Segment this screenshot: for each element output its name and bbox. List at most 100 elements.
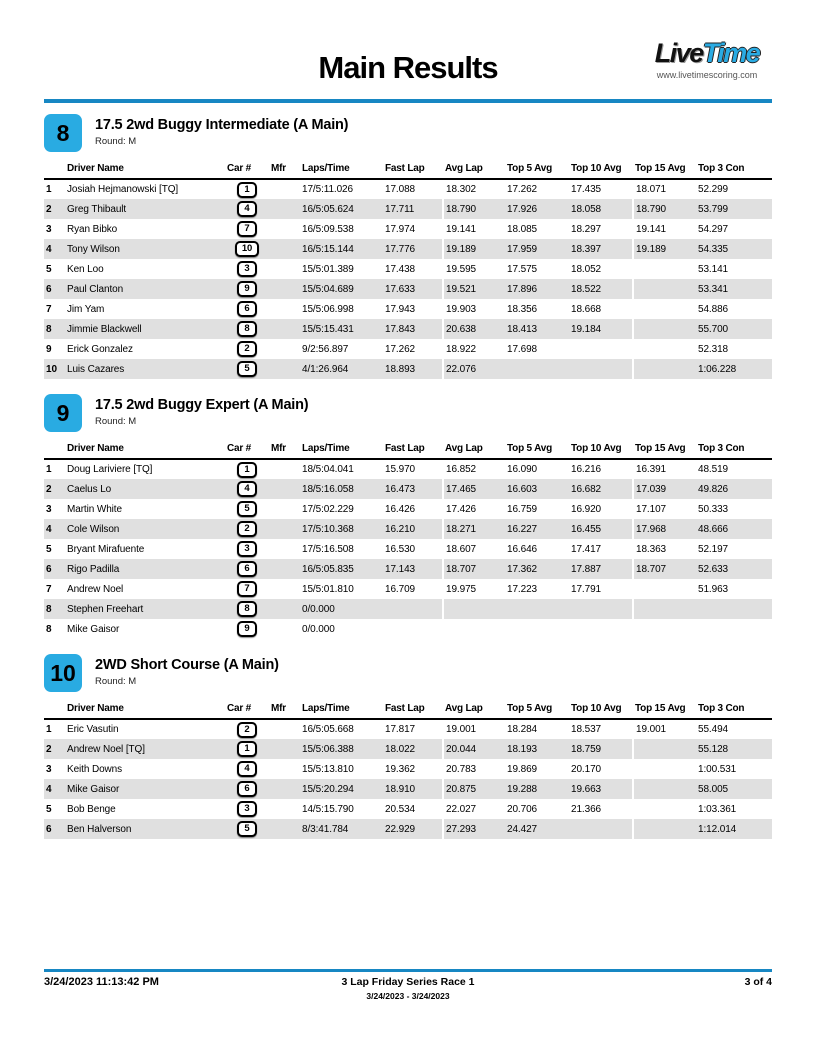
car-number-cell: 6	[225, 299, 269, 319]
avg-lap-cell	[442, 619, 505, 639]
footer-divider	[44, 969, 772, 972]
car-number-badge: 7	[237, 221, 257, 237]
car-number-cell: 4	[225, 759, 269, 779]
car-number-cell: 5	[225, 359, 269, 379]
car-number-cell: 4	[225, 199, 269, 219]
page-title: Main Results	[318, 50, 498, 85]
fast-lap-cell: 17.088	[385, 184, 415, 195]
column-header: Top 15 Avg	[633, 161, 696, 180]
top3-con-cell: 55.128	[696, 739, 772, 759]
top15-avg-cell	[632, 739, 696, 759]
mfr-cell	[269, 279, 300, 299]
result-row: 2 Greg Thibault 4 16/5:05.624 17.711 18.…	[44, 199, 772, 219]
top3-con-cell: 51.963	[698, 583, 728, 595]
result-row: 6 Paul Clanton 9 15/5:04.689 17.633 19.5…	[44, 279, 772, 299]
driver-name-cell: Ryan Bibko	[67, 223, 118, 235]
laps-time-cell: 15/5:04.689	[300, 279, 383, 299]
position-cell: 6	[44, 279, 65, 299]
top5-avg-cell	[505, 619, 569, 639]
car-number-cell: 2	[225, 719, 269, 739]
top10-avg-cell: 20.170	[571, 763, 601, 775]
column-header: Top 15 Avg	[633, 701, 696, 720]
car-number-badge: 4	[237, 201, 257, 217]
mfr-cell	[269, 339, 300, 359]
race-section: 10 2WD Short Course (A Main) Round: M Dr…	[44, 654, 772, 839]
laps-time-cell: 14/5:15.790	[302, 803, 354, 815]
laps-time-cell: 17/5:16.508	[302, 543, 354, 555]
top5-avg-cell: 17.698	[507, 343, 537, 355]
car-number-cell: 2	[225, 519, 269, 539]
top15-avg-cell	[632, 299, 696, 319]
fast-lap-cell: 18.022	[383, 739, 443, 759]
footer-date-range: 3/24/2023 - 3/24/2023	[366, 991, 450, 1001]
car-number-badge: 1	[237, 741, 257, 757]
column-header: Top 3 Con	[696, 161, 772, 180]
top15-avg-cell: 19.001	[632, 719, 696, 739]
position-column-header	[44, 701, 65, 720]
race-header: 9 17.5 2wd Buggy Expert (A Main) Round: …	[44, 394, 772, 432]
race-header: 8 17.5 2wd Buggy Intermediate (A Main) R…	[44, 114, 772, 152]
avg-lap-cell: 19.903	[442, 299, 505, 319]
position-cell: 5	[46, 543, 52, 555]
report-header: Main Results LiveTime www.livetimescorin…	[0, 0, 816, 99]
mfr-cell	[269, 799, 300, 819]
mfr-cell	[269, 599, 300, 619]
position-cell: 10	[44, 359, 65, 379]
column-header: Fast Lap	[383, 701, 443, 720]
top10-avg-cell: 17.435	[571, 184, 601, 195]
top3-con-cell: 1:12.014	[696, 819, 772, 839]
driver-name-cell: Mike Gaisor	[65, 779, 225, 799]
laps-time-cell: 17/5:11.026	[302, 184, 353, 195]
avg-lap-cell: 20.638	[442, 319, 505, 339]
top5-avg-cell: 20.706	[507, 803, 537, 815]
mfr-cell	[269, 179, 300, 199]
mfr-cell	[269, 819, 300, 839]
top15-avg-cell	[632, 339, 696, 359]
top10-avg-cell: 17.417	[571, 543, 601, 555]
result-row: 2 Caelus Lo 4 18/5:16.058 16.473 17.465 …	[44, 479, 772, 499]
fast-lap-cell	[383, 619, 443, 639]
avg-lap-cell: 22.027	[442, 799, 505, 819]
avg-lap-cell: 20.875	[442, 779, 505, 799]
mfr-cell	[269, 479, 300, 499]
top15-avg-cell	[632, 779, 696, 799]
car-number-badge: 6	[237, 301, 257, 317]
result-row: 8 Jimmie Blackwell 8 15/5:15.431 17.843 …	[44, 319, 772, 339]
top15-avg-cell: 18.707	[632, 559, 696, 579]
avg-lap-cell: 18.607	[442, 539, 505, 559]
laps-time-cell: 16/5:05.835	[300, 559, 383, 579]
top5-avg-cell: 16.603	[505, 479, 569, 499]
top10-avg-cell: 16.920	[571, 503, 601, 515]
fast-lap-cell	[383, 599, 443, 619]
livetime-logo-text: LiveTime	[622, 40, 792, 67]
mfr-cell	[269, 459, 300, 479]
top5-avg-cell: 17.926	[505, 199, 569, 219]
car-number-cell: 3	[225, 539, 269, 559]
avg-lap-cell: 19.001	[442, 719, 505, 739]
top3-con-cell: 50.333	[698, 503, 728, 515]
top5-avg-cell: 16.759	[507, 503, 537, 515]
top5-avg-cell: 19.288	[505, 779, 569, 799]
car-number-cell: 5	[225, 819, 269, 839]
driver-name-cell: Jim Yam	[67, 303, 105, 315]
table-header-row: Driver Name Car # Mfr Laps/Time Fast Lap…	[44, 701, 772, 720]
top15-avg-cell	[632, 359, 696, 379]
laps-time-cell: 15/5:01.810	[302, 583, 354, 595]
avg-lap-cell: 19.521	[442, 279, 505, 299]
avg-lap-cell: 19.975	[442, 579, 505, 599]
mfr-cell	[269, 759, 300, 779]
fast-lap-cell: 17.843	[383, 319, 443, 339]
top15-avg-cell: 16.391	[632, 459, 696, 479]
top5-avg-cell: 17.262	[507, 184, 537, 195]
result-row: 6 Ben Halverson 5 8/3:41.784 22.929 27.2…	[44, 819, 772, 839]
mfr-cell	[269, 359, 300, 379]
driver-name-cell: Eric Vasutin	[67, 724, 119, 735]
footer-page-number: 3 of 4	[744, 976, 772, 988]
column-header: Car #	[225, 441, 269, 460]
top15-avg-cell	[632, 259, 696, 279]
driver-name-cell: Josiah Hejmanowski [TQ]	[67, 184, 179, 195]
car-number-cell: 10	[225, 239, 269, 259]
top15-avg-cell: 19.141	[632, 219, 696, 239]
column-header: Avg Lap	[443, 701, 505, 720]
driver-name-cell: Caelus Lo	[65, 479, 225, 499]
